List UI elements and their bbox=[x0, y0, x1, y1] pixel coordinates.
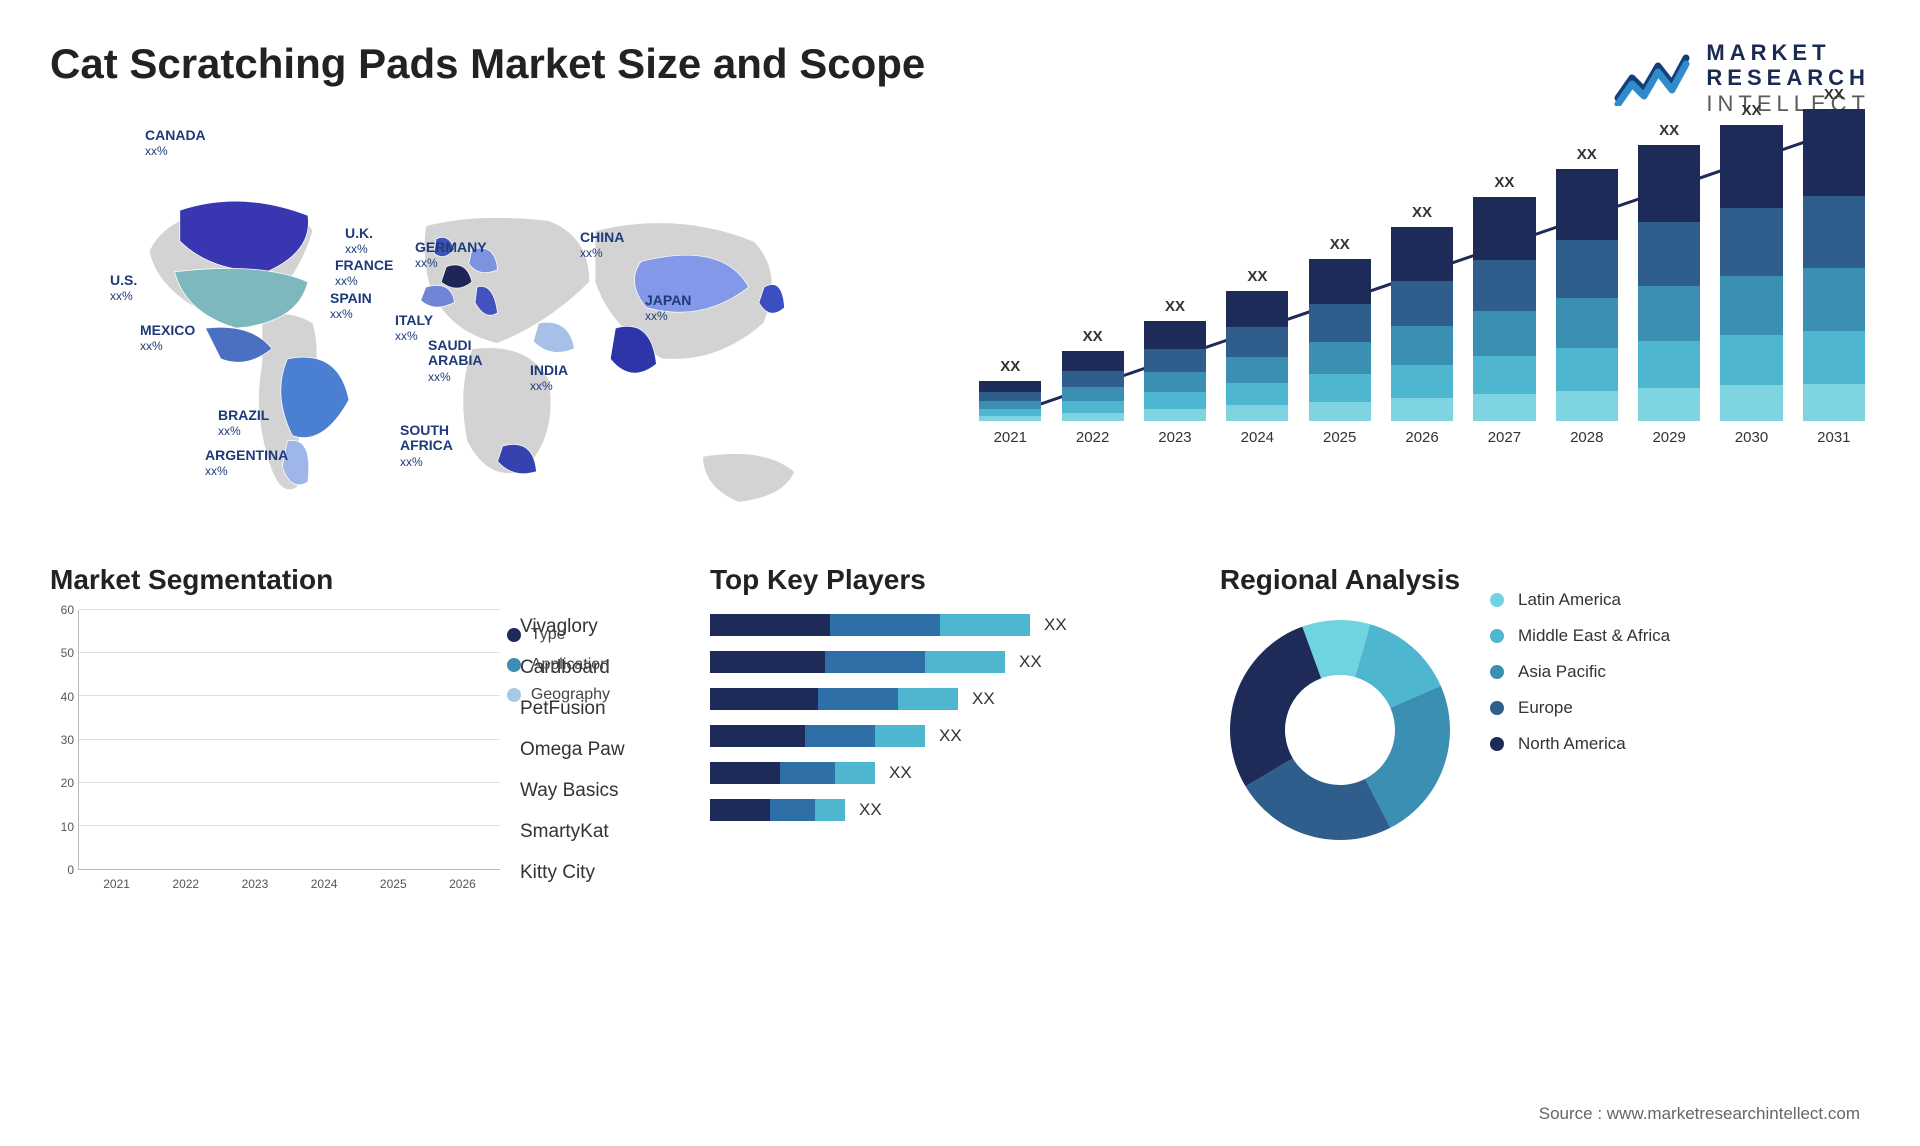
growth-bar-2031: XX2031 bbox=[1798, 86, 1870, 446]
kp-bar-row: XX bbox=[710, 797, 1190, 823]
map-label-spain: SPAINxx% bbox=[330, 291, 372, 322]
kp-bar-row: XX bbox=[710, 686, 1190, 712]
segmentation-title: Market Segmentation bbox=[50, 564, 500, 596]
growth-bar-2026: XX2026 bbox=[1386, 204, 1458, 446]
growth-bar-2024: XX2024 bbox=[1221, 268, 1293, 446]
map-label-japan: JAPANxx% bbox=[645, 293, 691, 324]
growth-bar-2029: XX2029 bbox=[1633, 122, 1705, 446]
growth-bar-2025: XX2025 bbox=[1304, 236, 1376, 446]
map-label-saudi: SAUDIARABIAxx% bbox=[428, 338, 482, 384]
seg-legend-application: Application bbox=[507, 656, 610, 674]
growth-bar-2021: XX2021 bbox=[974, 358, 1046, 446]
seg-legend-geography: Geography bbox=[507, 686, 610, 704]
growth-bar-2023: XX2023 bbox=[1139, 298, 1211, 446]
map-label-canada: CANADAxx% bbox=[145, 128, 206, 159]
regional-donut: Regional Analysis bbox=[1210, 564, 1470, 884]
segmentation-chart: Market Segmentation 0102030405060 202120… bbox=[50, 564, 500, 884]
growth-bar-chart: XX2021XX2022XX2023XX2024XX2025XX2026XX20… bbox=[944, 118, 1870, 528]
world-map: CANADAxx% U.K.xx% GERMANYxx% CHINAxx% FRANCE… bbox=[50, 118, 904, 528]
map-label-us: U.S.xx% bbox=[110, 273, 137, 304]
map-label-germany: GERMANYxx% bbox=[415, 240, 487, 271]
kp-name: Omega Paw bbox=[520, 739, 690, 761]
growth-bar-2028: XX2028 bbox=[1551, 146, 1623, 446]
regional-legend-item: Middle East & Africa bbox=[1490, 626, 1670, 646]
key-players-chart: Top Key Players XX XX XX XX XX XX bbox=[710, 564, 1190, 884]
map-label-france: FRANCExx% bbox=[335, 258, 393, 289]
kp-bar-row: XX bbox=[710, 612, 1190, 638]
kp-name: Kitty City bbox=[520, 862, 690, 884]
key-players-list: VivagloryCardboardPetFusionOmega PawWay … bbox=[520, 564, 690, 884]
growth-bar-2027: XX2027 bbox=[1468, 174, 1540, 446]
footer-source: Source : www.marketresearchintellect.com bbox=[1539, 1104, 1860, 1124]
seg-legend-type: Type bbox=[507, 626, 610, 644]
regional-title: Regional Analysis bbox=[1210, 564, 1470, 596]
map-label-southafrica: SOUTHAFRICAxx% bbox=[400, 423, 453, 469]
kp-name: SmartyKat bbox=[520, 821, 690, 843]
map-label-mexico: MEXICOxx% bbox=[140, 323, 195, 354]
map-label-argentina: ARGENTINAxx% bbox=[205, 448, 288, 479]
growth-bar-2022: XX2022 bbox=[1056, 328, 1128, 446]
kp-bar-row: XX bbox=[710, 723, 1190, 749]
kp-name: Way Basics bbox=[520, 780, 690, 802]
regional-legend-item: North America bbox=[1490, 734, 1670, 754]
map-label-brazil: BRAZILxx% bbox=[218, 408, 269, 439]
kp-bar-row: XX bbox=[710, 649, 1190, 675]
kp-bar-row: XX bbox=[710, 760, 1190, 786]
growth-bar-2030: XX2030 bbox=[1715, 102, 1787, 446]
regional-legend: Latin America Middle East & Africa Asia Pa… bbox=[1490, 574, 1670, 884]
regional-legend-item: Asia Pacific bbox=[1490, 662, 1670, 682]
regional-legend-item: Latin America bbox=[1490, 590, 1670, 610]
map-label-china: CHINAxx% bbox=[580, 230, 624, 261]
page-title: Cat Scratching Pads Market Size and Scop… bbox=[50, 40, 925, 88]
map-label-uk: U.K.xx% bbox=[345, 226, 373, 257]
logo-line1: MARKET bbox=[1706, 40, 1870, 65]
regional-legend-item: Europe bbox=[1490, 698, 1670, 718]
map-label-india: INDIAxx% bbox=[530, 363, 568, 394]
key-players-title: Top Key Players bbox=[710, 564, 1190, 596]
